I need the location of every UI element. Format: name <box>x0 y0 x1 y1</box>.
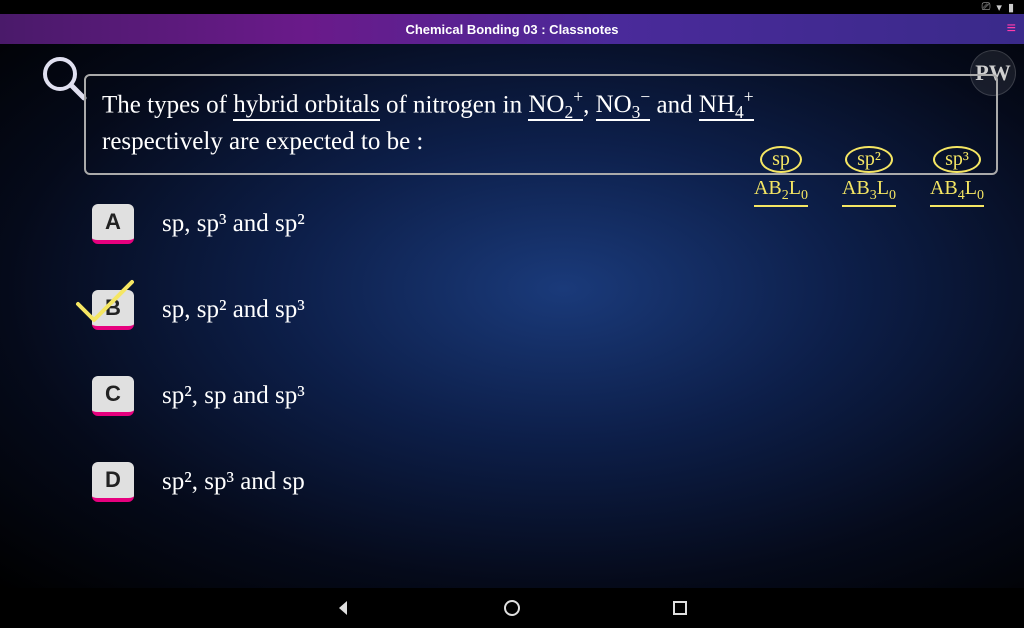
header-title: Chemical Bonding 03 : Classnotes <box>405 22 618 37</box>
option-row[interactable]: D sp², sp³ and sp <box>92 462 974 502</box>
option-text: sp, sp³ and sp² <box>162 210 305 238</box>
q-text: 2 <box>564 102 573 122</box>
q-text: AB <box>930 177 958 199</box>
system-nav-bar <box>0 588 1024 628</box>
annotation-circle: sp² <box>845 146 893 173</box>
species-3: NH4+ <box>699 91 754 121</box>
species-2: NO3− <box>596 91 651 121</box>
q-text: L <box>965 177 977 199</box>
q-text: 0 <box>801 188 808 203</box>
option-text: sp², sp³ and sp <box>162 468 305 496</box>
annotation-circle: sp <box>760 146 802 173</box>
q-text: 3 <box>870 188 877 203</box>
slide-canvas: PW The types of hybrid orbitals of nitro… <box>0 44 1024 588</box>
nav-back-icon[interactable] <box>335 599 353 617</box>
option-text: sp, sp² and sp³ <box>162 296 305 324</box>
question-line-1: The types of hybrid orbitals of nitrogen… <box>102 86 980 125</box>
option-row[interactable]: B sp, sp² and sp³ <box>92 290 974 330</box>
annotation-circle: sp³ <box>933 146 981 173</box>
annotation-formula: AB3L0 <box>842 177 896 207</box>
q-underlined: hybrid orbitals <box>233 91 380 121</box>
wifi-icon: ▾ <box>996 1 1002 14</box>
option-badge: C <box>92 376 134 416</box>
option-badge: D <box>92 462 134 502</box>
option-row[interactable]: A sp, sp³ and sp² <box>92 204 974 244</box>
annotation-formula: AB4L0 <box>930 177 984 207</box>
magnifier-icon <box>40 54 88 102</box>
q-text: NO <box>528 91 564 118</box>
options-list: A sp, sp³ and sp² B sp, sp² and sp³ C sp… <box>92 204 974 502</box>
annotation-formula: AB2L0 <box>754 177 808 207</box>
q-text: + <box>744 87 754 107</box>
option-row[interactable]: C sp², sp and sp³ <box>92 376 974 416</box>
q-text: The types of <box>102 91 233 118</box>
option-text: sp², sp and sp³ <box>162 382 305 410</box>
status-bar: ⎚ ▾ ▮ <box>982 0 1014 14</box>
annotation-row: sp AB2L0 sp² AB3L0 sp³ AB4L0 <box>754 146 984 207</box>
q-text: NO <box>596 91 632 118</box>
q-text: NH <box>699 91 735 118</box>
nav-home-icon[interactable] <box>503 599 521 617</box>
q-text: AB <box>754 177 782 199</box>
annotation-col: sp² AB3L0 <box>842 146 896 207</box>
app-header: Chemical Bonding 03 : Classnotes ≡ <box>0 14 1024 44</box>
q-text: AB <box>842 177 870 199</box>
q-text: L <box>877 177 889 199</box>
species-1: NO2+ <box>528 91 583 121</box>
q-text: 0 <box>977 188 984 203</box>
option-badge: B <box>92 290 134 330</box>
annotation-col: sp AB2L0 <box>754 146 808 207</box>
nav-recent-icon[interactable] <box>671 599 689 617</box>
menu-icon[interactable]: ≡ <box>1007 20 1016 38</box>
q-text: 2 <box>782 188 789 203</box>
q-text: 0 <box>889 188 896 203</box>
q-text: of nitrogen in <box>380 91 529 118</box>
q-text: − <box>640 87 650 107</box>
annotation-col: sp³ AB4L0 <box>930 146 984 207</box>
q-text: and <box>650 91 699 118</box>
q-text: + <box>573 87 583 107</box>
option-badge: A <box>92 204 134 244</box>
battery-icon: ▮ <box>1008 1 1014 14</box>
cast-icon: ⎚ <box>982 1 991 14</box>
q-text: 4 <box>958 188 965 203</box>
q-text: L <box>789 177 801 199</box>
q-text: , <box>583 91 596 118</box>
q-text: 4 <box>735 102 744 122</box>
